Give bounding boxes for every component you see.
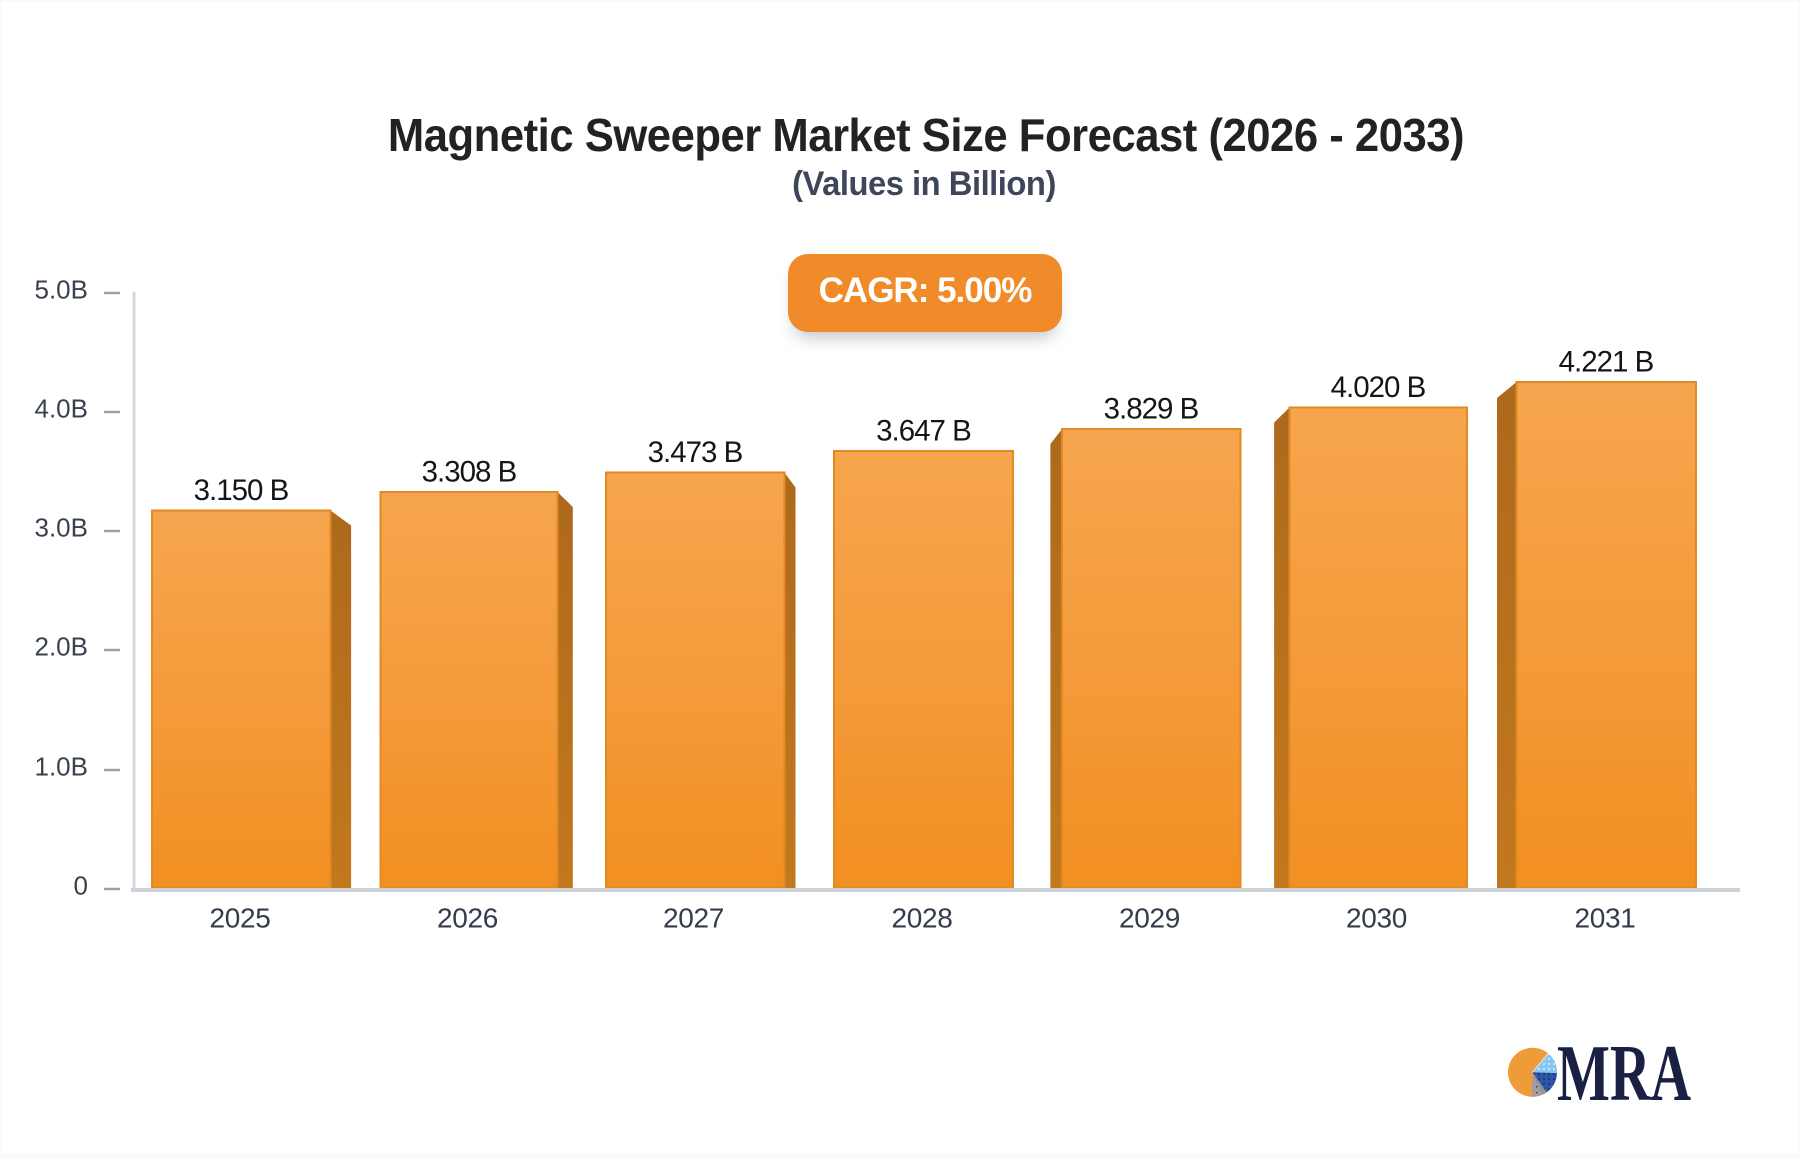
svg-text:4.221 B: 4.221 B bbox=[1559, 346, 1654, 379]
svg-text:3.308 B: 3.308 B bbox=[422, 456, 517, 489]
svg-text:0: 0 bbox=[74, 871, 88, 901]
svg-text:2030: 2030 bbox=[1346, 903, 1407, 934]
svg-text:2025: 2025 bbox=[209, 903, 270, 934]
svg-text:2031: 2031 bbox=[1574, 903, 1635, 934]
svg-text:5.0B: 5.0B bbox=[35, 275, 89, 305]
svg-text:2027: 2027 bbox=[663, 903, 724, 934]
svg-text:3.647 B: 3.647 B bbox=[876, 415, 971, 448]
svg-text:4.0B: 4.0B bbox=[35, 394, 89, 424]
svg-text:MRA: MRA bbox=[1557, 1030, 1691, 1118]
svg-text:2029: 2029 bbox=[1119, 903, 1180, 934]
svg-text:4.020 B: 4.020 B bbox=[1331, 371, 1426, 404]
svg-text:3.150 B: 3.150 B bbox=[194, 474, 289, 507]
svg-text:3.829 B: 3.829 B bbox=[1104, 393, 1199, 426]
svg-text:2028: 2028 bbox=[891, 903, 952, 934]
svg-text:3.0B: 3.0B bbox=[35, 513, 89, 543]
svg-text:3.473 B: 3.473 B bbox=[648, 436, 743, 469]
svg-text:2.0B: 2.0B bbox=[35, 632, 89, 662]
svg-text:1.0B: 1.0B bbox=[35, 752, 89, 782]
svg-text:2026: 2026 bbox=[437, 903, 498, 934]
